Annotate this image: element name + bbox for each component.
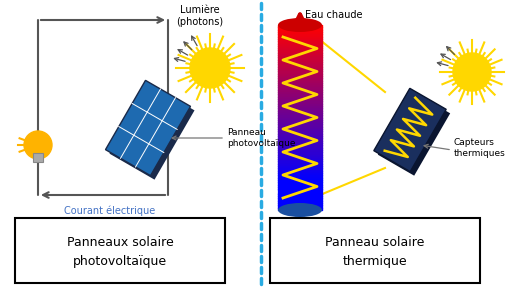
FancyBboxPatch shape bbox=[270, 218, 480, 283]
FancyBboxPatch shape bbox=[15, 218, 225, 283]
Circle shape bbox=[453, 53, 491, 91]
Text: Panneaux solaire
photovoltaïque: Panneaux solaire photovoltaïque bbox=[67, 235, 173, 269]
Ellipse shape bbox=[278, 203, 322, 217]
Text: Capteurs
thermiques: Capteurs thermiques bbox=[454, 138, 506, 158]
Polygon shape bbox=[110, 84, 195, 180]
Circle shape bbox=[190, 48, 230, 88]
Text: Eau chaude: Eau chaude bbox=[305, 10, 362, 20]
Text: Panneau solaire
thermique: Panneau solaire thermique bbox=[325, 235, 425, 269]
Polygon shape bbox=[105, 80, 191, 176]
Polygon shape bbox=[374, 88, 446, 172]
Text: Panneau
photovoltaïque: Panneau photovoltaïque bbox=[227, 128, 295, 148]
Circle shape bbox=[24, 131, 52, 159]
Ellipse shape bbox=[278, 18, 322, 32]
Text: Lumière
(photons): Lumière (photons) bbox=[176, 5, 223, 27]
Text: Eau froide: Eau froide bbox=[305, 217, 354, 227]
Text: Courant électrique: Courant électrique bbox=[64, 205, 156, 215]
FancyBboxPatch shape bbox=[33, 153, 43, 162]
Polygon shape bbox=[378, 92, 450, 176]
